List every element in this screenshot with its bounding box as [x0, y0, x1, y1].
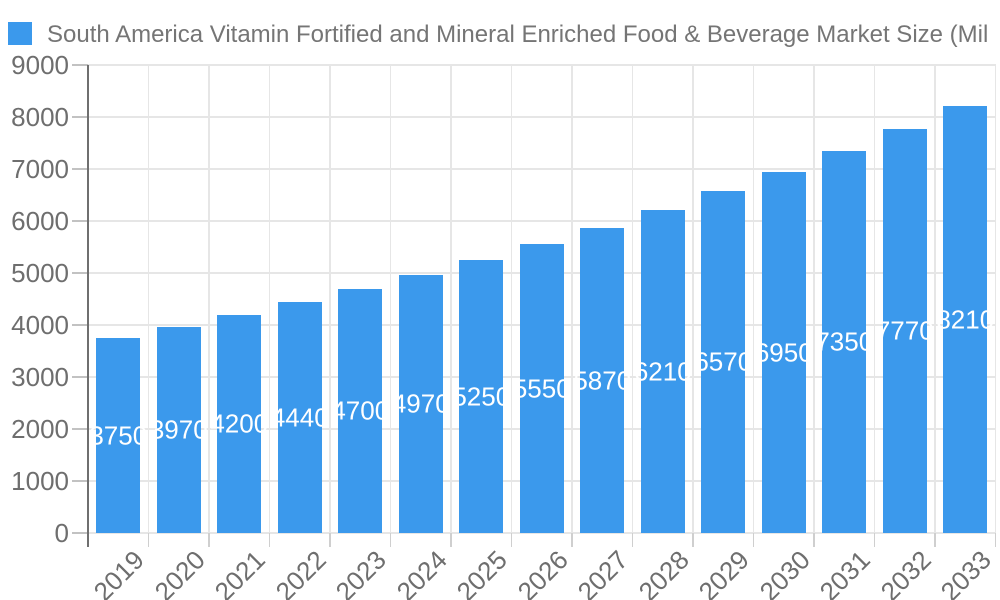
- y-axis-label: 9000: [11, 50, 69, 80]
- bar-2020[interactable]: 3970: [150, 327, 208, 533]
- y-axis-label: 5000: [11, 258, 69, 288]
- v-gridline: [450, 65, 452, 533]
- v-gridline: [389, 65, 392, 533]
- y-axis-label: 4000: [11, 310, 69, 340]
- bar-value-label: 7770: [875, 315, 934, 346]
- x-axis-tick: [813, 533, 815, 547]
- bar-value-label: 8210: [936, 304, 995, 334]
- x-axis-tick: [389, 533, 392, 547]
- x-axis-tick: [994, 533, 997, 547]
- h-gridline: [88, 116, 996, 118]
- y-axis-tick: [72, 220, 88, 222]
- y-axis-tick: [72, 532, 88, 534]
- v-gridline: [752, 65, 755, 533]
- bar-value-label: 4440: [270, 402, 329, 432]
- y-axis-tick: [72, 480, 88, 482]
- y-axis-tick: [72, 324, 88, 326]
- bar-value-label: 6950: [754, 337, 813, 367]
- x-axis-tick: [873, 533, 876, 547]
- y-axis-line: [87, 65, 89, 547]
- h-gridline: [88, 220, 996, 222]
- y-axis-tick: [72, 64, 88, 66]
- y-axis-tick: [72, 376, 88, 378]
- y-axis-label: 3000: [11, 362, 69, 392]
- v-gridline: [631, 65, 634, 533]
- y-axis-label: 8000: [11, 102, 69, 132]
- bar-2031[interactable]: 7350: [815, 151, 873, 533]
- y-axis-tick: [72, 168, 88, 170]
- x-axis-label: 2019: [87, 544, 151, 600]
- v-gridline: [873, 65, 876, 533]
- y-axis-label: 6000: [11, 206, 69, 236]
- y-axis-tick: [72, 272, 88, 274]
- bar-2025[interactable]: 5250: [452, 260, 510, 533]
- bar-value-label: 3970: [149, 414, 208, 445]
- y-axis-tick: [72, 428, 88, 430]
- chart-title: South America Vitamin Fortified and Mine…: [47, 21, 989, 48]
- v-gridline: [268, 65, 271, 533]
- x-axis-tick: [571, 533, 573, 547]
- chart-legend[interactable]: South America Vitamin Fortified and Mine…: [0, 0, 1000, 56]
- y-axis-label: 1000: [11, 466, 69, 496]
- bar-2033[interactable]: 8210: [936, 106, 994, 533]
- v-gridline: [147, 65, 150, 533]
- bar-value-label: 6210: [633, 356, 692, 386]
- x-axis-tick: [329, 533, 331, 547]
- h-gridline: [88, 64, 996, 66]
- x-axis-tick: [692, 533, 694, 547]
- y-axis-label: 7000: [11, 154, 69, 184]
- bar-2022[interactable]: 4440: [271, 302, 329, 533]
- v-gridline: [571, 65, 573, 533]
- h-gridline: [88, 168, 996, 170]
- bar-2021[interactable]: 4200: [210, 315, 268, 533]
- bar-value-label: 7350: [815, 326, 874, 357]
- x-axis-tick: [450, 533, 452, 547]
- bar-value-label: 6570: [694, 346, 753, 377]
- bar-2019[interactable]: 3750: [89, 338, 147, 533]
- bar-value-label: 4970: [391, 388, 450, 419]
- bar-2028[interactable]: 6210: [634, 210, 692, 533]
- bar-value-label: 3750: [89, 420, 148, 450]
- bar-2030[interactable]: 6950: [755, 172, 813, 533]
- x-axis-tick: [510, 533, 513, 547]
- v-gridline: [510, 65, 513, 533]
- bar-2024[interactable]: 4970: [392, 275, 450, 533]
- bar-value-label: 4700: [331, 395, 390, 426]
- y-axis-label: 2000: [11, 414, 69, 444]
- bar-2029[interactable]: 6570: [694, 191, 752, 533]
- bar-value-label: 4200: [210, 408, 269, 439]
- h-gridline: [88, 532, 996, 534]
- x-axis-tick: [268, 533, 271, 547]
- x-axis-tick: [208, 533, 210, 547]
- bar-2032[interactable]: 7770: [876, 129, 934, 533]
- v-gridline: [208, 65, 210, 533]
- bar-value-label: 5550: [512, 373, 571, 403]
- v-gridline: [994, 65, 997, 533]
- v-gridline: [692, 65, 694, 533]
- bar-2027[interactable]: 5870: [573, 228, 631, 533]
- x-axis-tick: [934, 533, 936, 547]
- bar-2023[interactable]: 4700: [331, 289, 389, 533]
- bar-value-label: 5250: [452, 381, 511, 411]
- v-gridline: [329, 65, 331, 533]
- legend-swatch: [8, 22, 32, 45]
- x-axis-tick: [631, 533, 634, 547]
- x-axis-tick: [752, 533, 755, 547]
- bar-value-label: 5870: [573, 365, 632, 395]
- v-gridline: [934, 65, 936, 533]
- x-axis-tick: [147, 533, 150, 547]
- bar-2026[interactable]: 5550: [513, 244, 571, 533]
- v-gridline: [813, 65, 815, 533]
- y-axis-tick: [72, 116, 88, 118]
- y-axis-label: 0: [54, 518, 69, 548]
